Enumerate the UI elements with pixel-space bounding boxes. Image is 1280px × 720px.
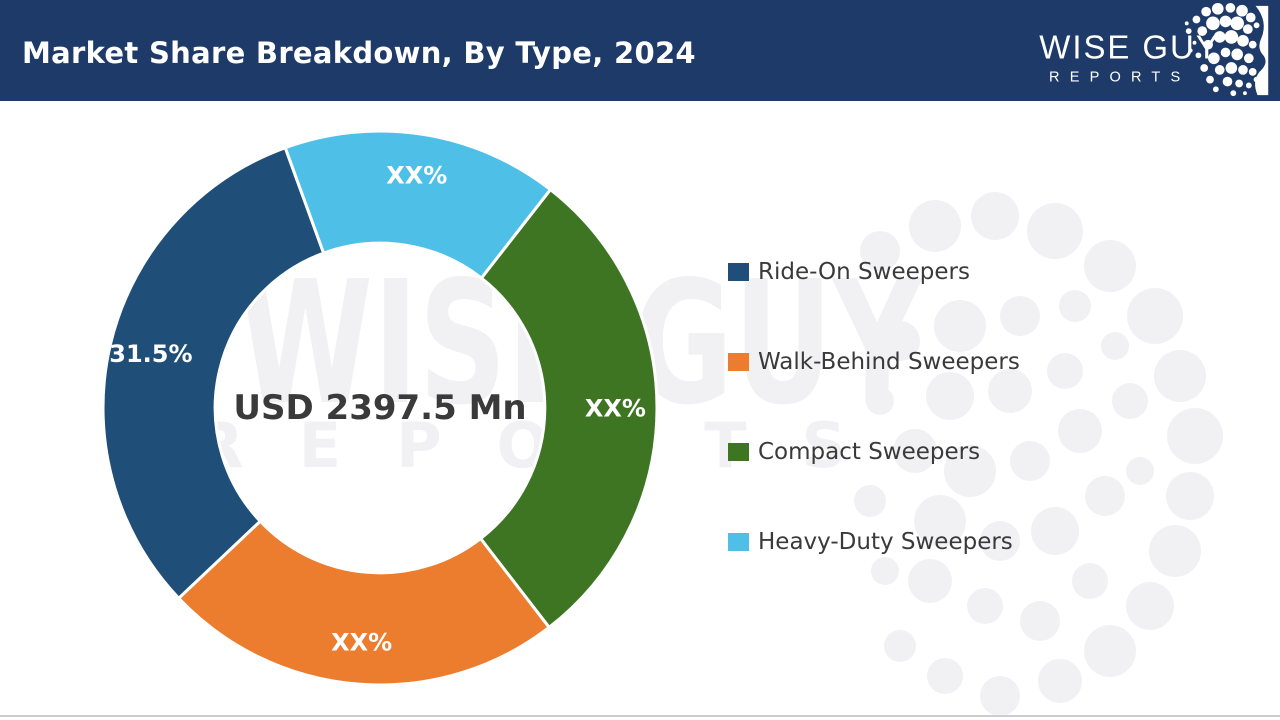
- chart-area: WISE GUY REPORTS 31.5%XX%XX%XX% USD 2397…: [0, 101, 1280, 716]
- legend-item-compact: Compact Sweepers: [728, 439, 1020, 465]
- segment-pct-label-3: XX%: [386, 161, 447, 189]
- wise-guy-logo: WISE GUY REPORTS: [1020, 2, 1272, 99]
- donut-segment-3: [283, 129, 553, 281]
- donut-segment-0: [101, 145, 326, 601]
- donut-segment-2: [478, 187, 659, 630]
- legend-swatch-compact: [728, 443, 749, 461]
- legend-item-ride-on: Ride-On Sweepers: [728, 259, 1020, 285]
- legend-swatch-heavy-duty: [728, 533, 749, 551]
- legend-item-walk-behind: Walk-Behind Sweepers: [728, 349, 1020, 375]
- chart-center-value: USD 2397.5 Mn: [233, 388, 527, 428]
- segment-pct-label-1: XX%: [331, 629, 392, 657]
- logo-brand-subtext: REPORTS: [1049, 70, 1190, 86]
- legend-item-heavy-duty: Heavy-Duty Sweepers: [728, 529, 1020, 555]
- donut-segment-1: [176, 519, 552, 687]
- logo-face-dots-icon: [1184, 2, 1269, 97]
- segment-pct-label-2: XX%: [585, 395, 646, 423]
- legend-swatch-ride-on: [728, 263, 749, 281]
- legend-swatch-walk-behind: [728, 353, 749, 371]
- chart-legend: Ride-On Sweepers Walk-Behind Sweepers Co…: [728, 259, 1020, 620]
- header-bar: Market Share Breakdown, By Type, 2024 WI…: [0, 0, 1280, 101]
- bottom-rule: [0, 715, 1280, 717]
- segment-pct-label-0: 31.5%: [109, 340, 192, 368]
- legend-label: Compact Sweepers: [758, 439, 981, 465]
- donut-chart: 31.5% XX% XX% XX%: [101, 129, 659, 687]
- legend-label: Walk-Behind Sweepers: [758, 349, 1020, 375]
- legend-label: Heavy-Duty Sweepers: [758, 529, 1013, 555]
- page-title: Market Share Breakdown, By Type, 2024: [22, 35, 696, 70]
- legend-label: Ride-On Sweepers: [758, 259, 970, 285]
- wise-guy-logo-graphic: WISE GUY REPORTS: [1039, 2, 1269, 97]
- logo-brand-text: WISE GUY: [1039, 28, 1219, 65]
- watermark-face-dots-icon: [854, 192, 1223, 716]
